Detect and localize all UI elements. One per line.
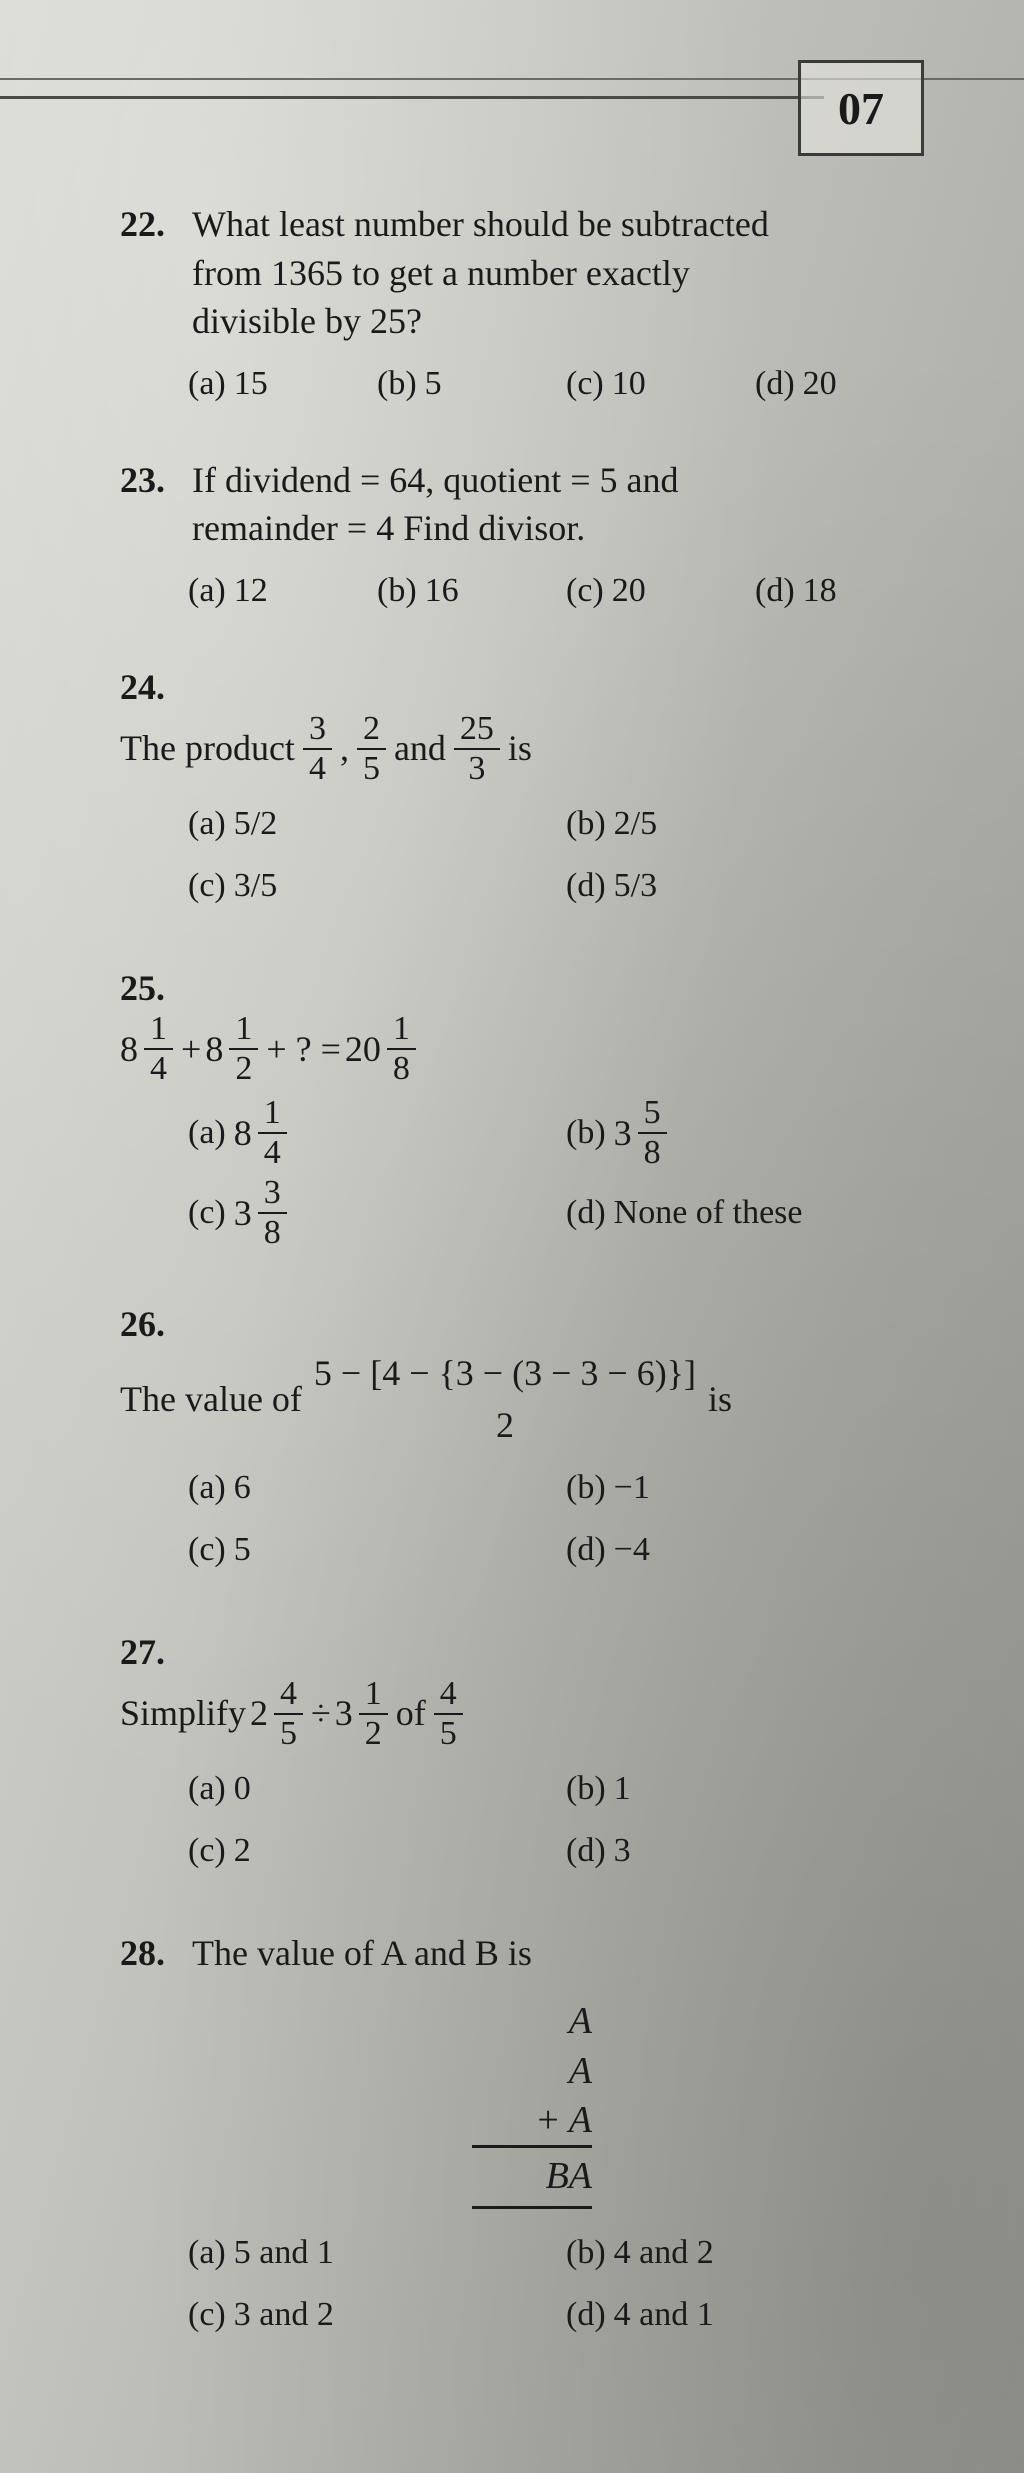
q22-line1: What least number should be subtracted — [192, 204, 769, 244]
q28-addition-stack: A A A BA — [472, 1997, 592, 2209]
q27-opt-b: (b) 1 — [566, 1761, 944, 1817]
question-25: 25. 814 + 812 + ? = 2018 (a) 814 (b) 358… — [120, 964, 944, 1257]
q28-opt-b: (b) 4 and 2 — [566, 2225, 944, 2281]
q26-fraction: 5 − [4 − {3 − (3 − 3 − 6)}] 2 — [314, 1349, 696, 1450]
q27-opt-d: (d) 3 — [566, 1823, 944, 1879]
q22-opt-b: (b) 5 — [377, 356, 566, 412]
q25-mixed3: 2018 — [345, 1012, 420, 1086]
q24-opt-a: (a) 5/2 — [188, 796, 566, 852]
q27-text: Simplify 245 ÷ 312 of 45 — [120, 1677, 860, 1751]
question-24: 24. The product 34 , 25 and 253 is (a) 5… — [120, 663, 944, 920]
q23-line1: If dividend = 64, quotient = 5 and — [192, 460, 679, 500]
q22-opt-d: (d) 20 — [755, 356, 944, 412]
q24-frac1: 34 — [303, 712, 332, 786]
q28-number: 28. — [120, 1929, 188, 1978]
q28-row3: A — [472, 2096, 592, 2145]
q25-opt-a: (a) 814 — [188, 1096, 566, 1170]
q24-opt-b: (b) 2/5 — [566, 796, 944, 852]
q28-result: BA — [472, 2145, 592, 2208]
q26-number: 26. — [120, 1300, 188, 1349]
q27-number: 27. — [120, 1628, 188, 1677]
q25-mixed2: 812 — [205, 1012, 262, 1086]
q22-number: 22. — [120, 200, 188, 249]
q25-opt-b: (b) 358 — [566, 1096, 944, 1170]
worksheet-page: 07 22. What least number should be subtr… — [0, 0, 1024, 2473]
q25-number: 25. — [120, 964, 188, 1013]
q24-options: (a) 5/2 (b) 2/5 (c) 3/5 (d) 5/3 — [188, 796, 944, 920]
page-number: 07 — [838, 82, 884, 135]
q27-frac3: 45 — [434, 1677, 463, 1751]
question-26: 26. The value of 5 − [4 − {3 − (3 − 3 − … — [120, 1300, 944, 1584]
q23-line2: remainder = 4 Find divisor. — [192, 508, 585, 548]
q28-options: (a) 5 and 1 (b) 4 and 2 (c) 3 and 2 (d) … — [188, 2225, 944, 2349]
q23-text: If dividend = 64, quotient = 5 and remai… — [192, 456, 932, 553]
q27-mixed2: 312 — [335, 1677, 392, 1751]
q25-mixed1: 814 — [120, 1012, 177, 1086]
question-28: 28. The value of A and B is A A A BA (a)… — [120, 1929, 944, 2349]
q26-opt-d: (d) −4 — [566, 1522, 944, 1578]
q25-text: 814 + 812 + ? = 2018 — [120, 1012, 860, 1086]
q24-text: The product 34 , 25 and 253 is — [120, 712, 860, 786]
q27-mixed1: 245 — [250, 1677, 307, 1751]
question-23: 23. If dividend = 64, quotient = 5 and r… — [120, 456, 944, 619]
header-rule-thick — [0, 96, 824, 99]
question-27: 27. Simplify 245 ÷ 312 of 45 (a) 0 (b) 1… — [120, 1628, 944, 1885]
q25-opt-c: (c) 338 — [188, 1176, 566, 1250]
page-header: 07 — [120, 60, 944, 170]
q23-number: 23. — [120, 456, 188, 505]
page-number-box: 07 — [798, 60, 924, 156]
q22-text: What least number should be subtracted f… — [192, 200, 932, 346]
q23-opt-c: (c) 20 — [566, 563, 755, 619]
q28-row1: A — [472, 1997, 592, 2046]
q26-options: (a) 6 (b) −1 (c) 5 (d) −4 — [188, 1460, 944, 1584]
q22-opt-c: (c) 10 — [566, 356, 755, 412]
q23-opt-b: (b) 16 — [377, 563, 566, 619]
q23-opt-a: (a) 12 — [188, 563, 377, 619]
question-22: 22. What least number should be subtract… — [120, 200, 944, 412]
q23-options: (a) 12 (b) 16 (c) 20 (d) 18 — [188, 563, 944, 619]
q28-opt-a: (a) 5 and 1 — [188, 2225, 566, 2281]
q22-line2: from 1365 to get a number exactly — [192, 253, 690, 293]
q28-text: The value of A and B is — [192, 1929, 932, 1978]
q28-opt-c: (c) 3 and 2 — [188, 2287, 566, 2343]
q27-options: (a) 0 (b) 1 (c) 2 (d) 3 — [188, 1761, 944, 1885]
q23-opt-d: (d) 18 — [755, 563, 944, 619]
q25-opt-d: (d) None of these — [566, 1176, 944, 1250]
q27-opt-a: (a) 0 — [188, 1761, 566, 1817]
q26-opt-a: (a) 6 — [188, 1460, 566, 1516]
q22-line3: divisible by 25? — [192, 301, 422, 341]
q24-frac3: 253 — [454, 712, 500, 786]
q26-text: The value of 5 − [4 − {3 − (3 − 3 − 6)}]… — [120, 1349, 860, 1450]
q27-opt-c: (c) 2 — [188, 1823, 566, 1879]
q26-opt-c: (c) 5 — [188, 1522, 566, 1578]
q28-opt-d: (d) 4 and 1 — [566, 2287, 944, 2343]
q24-frac2: 25 — [357, 712, 386, 786]
q24-opt-d: (d) 5/3 — [566, 858, 944, 914]
q28-row2: A — [472, 2047, 592, 2096]
q25-options: (a) 814 (b) 358 (c) 338 (d) None of thes… — [188, 1096, 944, 1256]
q24-opt-c: (c) 3/5 — [188, 858, 566, 914]
q22-options: (a) 15 (b) 5 (c) 10 (d) 20 — [188, 356, 944, 412]
q26-opt-b: (b) −1 — [566, 1460, 944, 1516]
q24-number: 24. — [120, 663, 188, 712]
q22-opt-a: (a) 15 — [188, 356, 377, 412]
